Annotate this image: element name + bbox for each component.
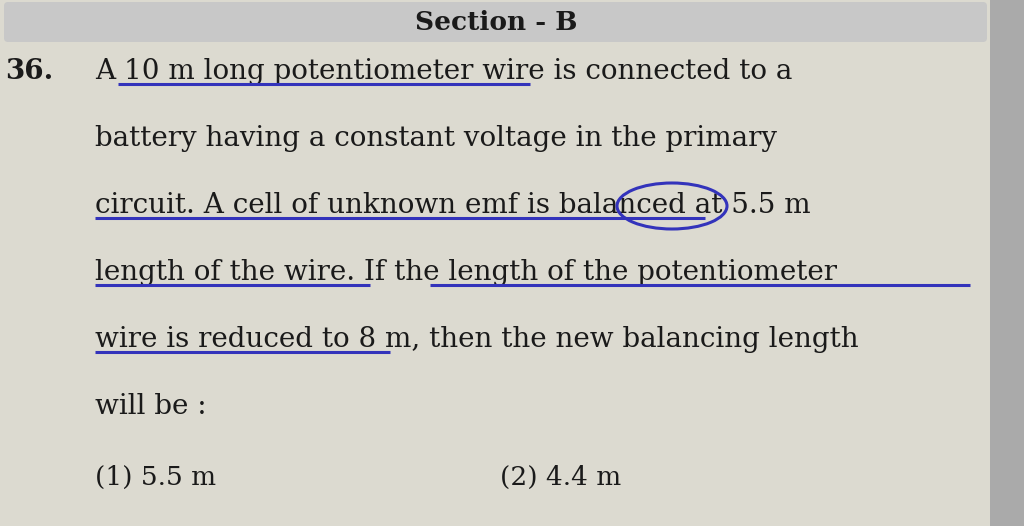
Text: wire is reduced to 8 m, then the new balancing length: wire is reduced to 8 m, then the new bal… [95, 326, 859, 353]
FancyBboxPatch shape [4, 2, 987, 42]
Text: 36.: 36. [5, 58, 53, 85]
Text: circuit. A cell of unknown emf is balanced at 5.5 m: circuit. A cell of unknown emf is balanc… [95, 192, 811, 219]
Text: (2) 4.4 m: (2) 4.4 m [500, 465, 622, 490]
Text: A 10 m long potentiometer wire is connected to a: A 10 m long potentiometer wire is connec… [95, 58, 793, 85]
Text: Section - B: Section - B [415, 9, 578, 35]
Text: battery having a constant voltage in the primary: battery having a constant voltage in the… [95, 125, 777, 152]
Text: will be :: will be : [95, 393, 207, 420]
Text: (1) 5.5 m: (1) 5.5 m [95, 465, 216, 490]
FancyBboxPatch shape [990, 0, 1024, 526]
Text: length of the wire. If the length of the potentiometer: length of the wire. If the length of the… [95, 259, 837, 286]
